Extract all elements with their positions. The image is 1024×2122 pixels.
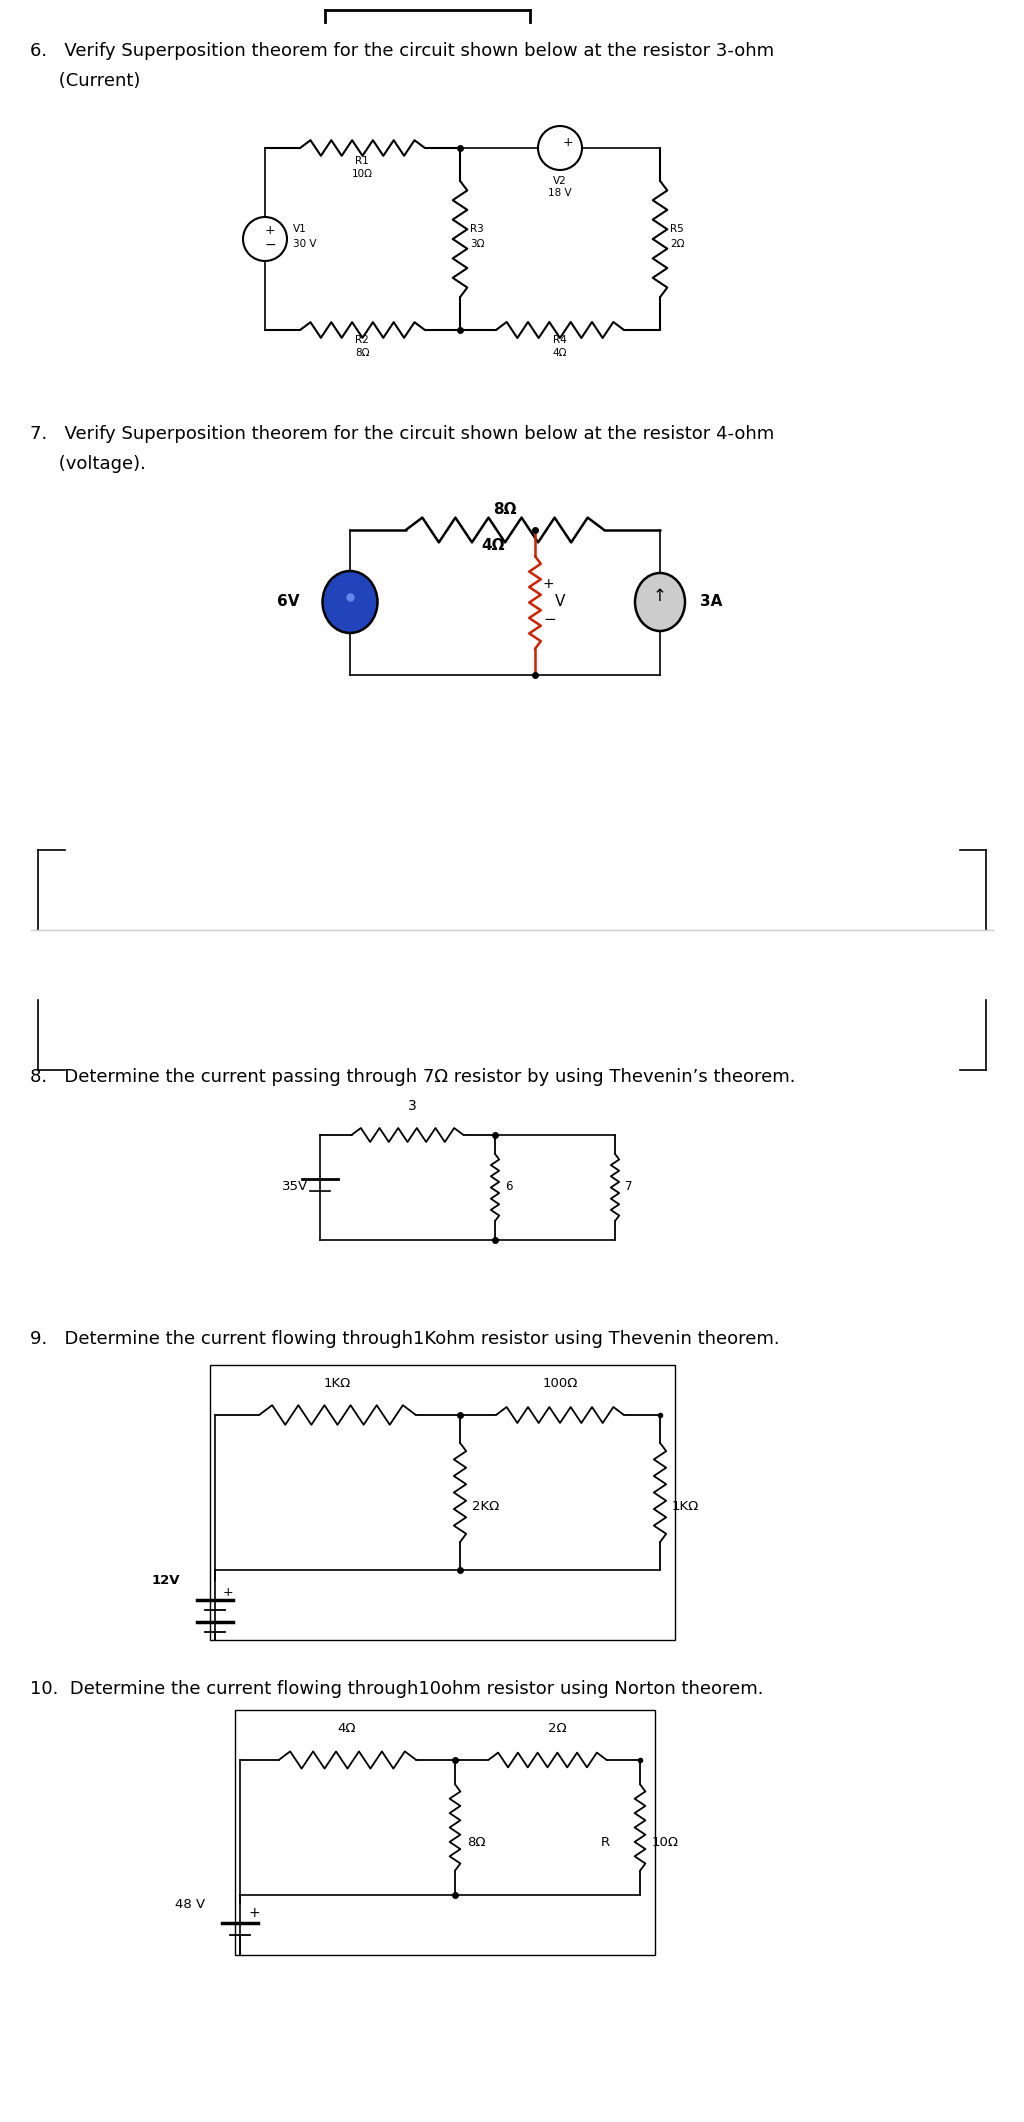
Text: 8.   Determine the current passing through 7Ω resistor by using Thevenin’s theor: 8. Determine the current passing through… (30, 1067, 796, 1086)
Text: ↑: ↑ (653, 588, 667, 605)
Circle shape (243, 216, 287, 261)
Text: 6.   Verify Superposition theorem for the circuit shown below at the resistor 3-: 6. Verify Superposition theorem for the … (30, 42, 774, 59)
Text: V1: V1 (293, 225, 307, 233)
Text: 2KΩ: 2KΩ (472, 1500, 500, 1513)
Text: 100Ω: 100Ω (543, 1377, 578, 1390)
Text: R: R (601, 1836, 610, 1848)
Text: +: + (562, 136, 573, 149)
Text: +: + (223, 1585, 233, 1598)
Text: V2: V2 (553, 176, 567, 187)
Text: V: V (555, 594, 565, 609)
Text: 48 V: 48 V (175, 1899, 205, 1912)
Text: 10.  Determine the current flowing through10ohm resistor using Norton theorem.: 10. Determine the current flowing throug… (30, 1681, 764, 1698)
Text: R4: R4 (553, 335, 567, 346)
Text: 7: 7 (625, 1180, 633, 1193)
Text: 10Ω: 10Ω (652, 1836, 679, 1848)
Text: 10Ω: 10Ω (351, 170, 373, 178)
Circle shape (538, 125, 582, 170)
Text: 7.   Verify Superposition theorem for the circuit shown below at the resistor 4-: 7. Verify Superposition theorem for the … (30, 424, 774, 443)
Text: 1KΩ: 1KΩ (672, 1500, 699, 1513)
Text: 35V: 35V (282, 1180, 308, 1193)
Text: (Current): (Current) (30, 72, 140, 89)
Text: 4Ω: 4Ω (338, 1721, 356, 1736)
Text: +: + (264, 225, 275, 238)
Text: 30 V: 30 V (293, 240, 316, 248)
Text: 9.   Determine the current flowing through1Kohm resistor using Thevenin theorem.: 9. Determine the current flowing through… (30, 1330, 779, 1347)
Text: 3Ω: 3Ω (470, 240, 484, 248)
Text: 12V: 12V (152, 1575, 180, 1587)
Text: R3: R3 (470, 225, 483, 233)
Ellipse shape (323, 571, 378, 632)
Text: 8Ω: 8Ω (354, 348, 370, 359)
Ellipse shape (635, 573, 685, 630)
Text: −: − (264, 238, 275, 253)
Text: 6V: 6V (278, 594, 300, 609)
Text: 2Ω: 2Ω (670, 240, 684, 248)
Text: −: − (543, 613, 556, 628)
Text: 3A: 3A (700, 594, 722, 609)
Text: 8Ω: 8Ω (467, 1836, 485, 1848)
Text: R1: R1 (355, 157, 369, 166)
Text: R5: R5 (670, 225, 684, 233)
Text: 18 V: 18 V (548, 189, 571, 197)
Text: 2Ω: 2Ω (548, 1721, 566, 1736)
Text: 4Ω: 4Ω (553, 348, 567, 359)
Text: 4Ω: 4Ω (481, 539, 505, 554)
Text: 8Ω: 8Ω (494, 503, 517, 518)
Text: (voltage).: (voltage). (30, 454, 145, 473)
Text: 1KΩ: 1KΩ (324, 1377, 350, 1390)
Text: +: + (543, 577, 555, 592)
Text: +: + (248, 1906, 260, 1920)
Text: 6: 6 (505, 1180, 512, 1193)
Text: R2: R2 (355, 335, 369, 346)
Text: 3: 3 (408, 1099, 417, 1114)
